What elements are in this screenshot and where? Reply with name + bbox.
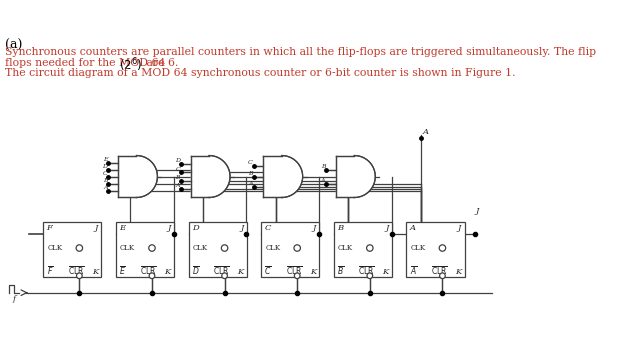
Text: D: D	[175, 158, 180, 163]
Circle shape	[222, 273, 227, 279]
Text: f: f	[12, 295, 16, 303]
Text: $\overline{A}$: $\overline{A}$	[410, 266, 417, 278]
Text: CLK: CLK	[410, 244, 426, 252]
Text: $\overline{\mathrm{CLR}}$: $\overline{\mathrm{CLR}}$	[67, 266, 85, 278]
Text: CLK: CLK	[48, 244, 63, 252]
Text: C: C	[248, 160, 253, 165]
Text: K: K	[165, 268, 171, 276]
Text: K: K	[455, 268, 461, 276]
Bar	[43, 222, 102, 276]
Text: A: A	[410, 224, 415, 232]
Text: $\overline{D}$: $\overline{D}$	[192, 266, 200, 278]
Text: J: J	[458, 224, 461, 232]
Text: D: D	[103, 164, 108, 169]
Circle shape	[77, 273, 82, 279]
Circle shape	[149, 273, 155, 279]
Bar	[261, 222, 319, 276]
Circle shape	[295, 273, 300, 279]
Text: CLK: CLK	[338, 244, 353, 252]
Text: $\overline{\mathrm{CLR}}$: $\overline{\mathrm{CLR}}$	[285, 266, 303, 278]
Bar	[407, 222, 464, 276]
Text: B: B	[321, 164, 326, 169]
Circle shape	[439, 273, 445, 279]
Text: Synchronous counters are parallel counters in which all the flip-flops are trigg: Synchronous counters are parallel counte…	[6, 47, 597, 58]
Polygon shape	[336, 156, 375, 198]
Text: K: K	[92, 268, 98, 276]
Bar	[334, 222, 392, 276]
Text: $\left(2^6\right)$: $\left(2^6\right)$	[119, 57, 142, 74]
Bar	[116, 222, 174, 276]
Text: $\overline{\mathrm{CLR}}$: $\overline{\mathrm{CLR}}$	[213, 266, 230, 278]
Polygon shape	[263, 156, 303, 198]
Text: J: J	[240, 224, 243, 232]
Text: B: B	[176, 175, 180, 180]
Text: J: J	[476, 207, 479, 215]
Text: J: J	[95, 224, 98, 232]
Circle shape	[294, 245, 300, 251]
Text: B: B	[103, 178, 108, 183]
Text: The circuit diagram of a MOD 64 synchronous counter or 6-bit counter is shown in: The circuit diagram of a MOD 64 synchron…	[6, 68, 516, 79]
Circle shape	[76, 245, 82, 251]
Text: $\overline{B}$: $\overline{B}$	[337, 266, 344, 278]
Circle shape	[149, 245, 155, 251]
Text: $\overline{\mathrm{CLR}}$: $\overline{\mathrm{CLR}}$	[431, 266, 448, 278]
Text: K: K	[310, 268, 316, 276]
Text: CLK: CLK	[265, 244, 280, 252]
Text: $\overline{C}$: $\overline{C}$	[264, 266, 272, 278]
Text: flops needed for the MOD 64: flops needed for the MOD 64	[6, 58, 170, 68]
Text: C: C	[264, 224, 271, 232]
Text: (a): (a)	[6, 39, 23, 52]
Text: A: A	[423, 128, 428, 136]
Text: CLK: CLK	[120, 244, 135, 252]
Text: K: K	[237, 268, 243, 276]
Circle shape	[222, 245, 228, 251]
Text: C: C	[175, 166, 180, 171]
Text: F: F	[46, 224, 53, 232]
Text: B: B	[337, 224, 343, 232]
Text: D: D	[192, 224, 199, 232]
Polygon shape	[118, 156, 157, 198]
Text: $\overline{F}$: $\overline{F}$	[46, 266, 53, 278]
Text: J: J	[168, 224, 171, 232]
Text: J: J	[313, 224, 316, 232]
Text: A: A	[321, 178, 326, 183]
Text: CLK: CLK	[193, 244, 208, 252]
Circle shape	[439, 245, 446, 251]
Text: $\overline{\mathrm{CLR}}$: $\overline{\mathrm{CLR}}$	[358, 266, 375, 278]
Text: B: B	[248, 171, 253, 176]
Text: A: A	[103, 185, 108, 190]
Text: E: E	[119, 224, 125, 232]
Text: K: K	[383, 268, 389, 276]
Text: $\overline{\mathrm{CLR}}$: $\overline{\mathrm{CLR}}$	[141, 266, 157, 278]
Text: are 6.: are 6.	[142, 58, 178, 68]
Circle shape	[366, 245, 373, 251]
Text: E: E	[103, 157, 108, 162]
Text: $\overline{E}$: $\overline{E}$	[119, 266, 126, 278]
Polygon shape	[191, 156, 230, 198]
Bar	[189, 222, 246, 276]
Circle shape	[367, 273, 373, 279]
Text: J: J	[385, 224, 389, 232]
Text: C: C	[103, 171, 108, 176]
Text: A: A	[248, 181, 253, 186]
Text: A: A	[176, 183, 180, 188]
